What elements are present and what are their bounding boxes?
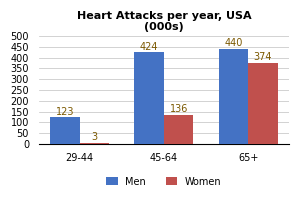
Bar — [50, 117, 80, 144]
Bar — [219, 49, 248, 144]
Text: 136: 136 — [170, 104, 188, 114]
Bar — [134, 52, 164, 144]
Text: 440: 440 — [224, 38, 243, 48]
Legend: Men, Women: Men, Women — [102, 173, 226, 190]
Text: 123: 123 — [56, 107, 74, 117]
Title: Heart Attacks per year, USA
(000s): Heart Attacks per year, USA (000s) — [77, 11, 251, 32]
Bar — [164, 115, 193, 144]
Bar — [80, 143, 109, 144]
Text: 424: 424 — [140, 42, 159, 52]
Text: 374: 374 — [254, 52, 272, 62]
Text: 3: 3 — [91, 132, 97, 142]
Bar — [248, 63, 278, 144]
